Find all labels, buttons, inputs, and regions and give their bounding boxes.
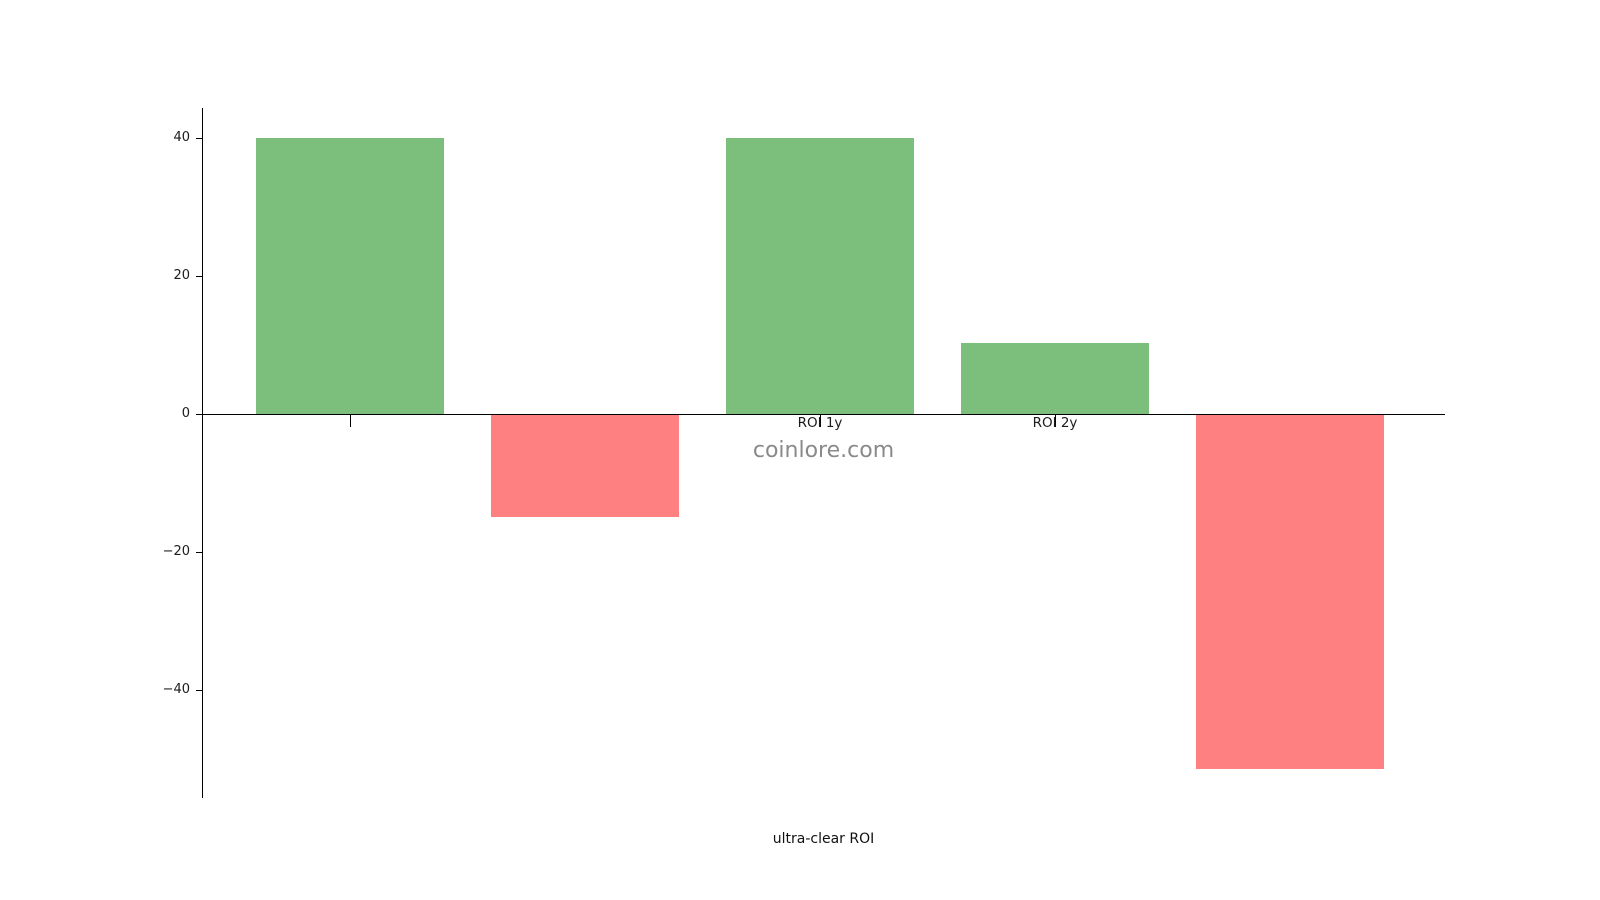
x-axis-label-roi-2y: ROI 2y [1032,415,1078,431]
y-axis-tick-label: −40 [162,682,190,697]
y-axis-tick-label: 20 [173,268,190,283]
bar-1 [256,138,444,414]
y-axis-tick-label: −20 [162,544,190,559]
x-axis-tick [820,414,821,427]
x-axis-line [202,414,1445,415]
bar-5 [1196,415,1384,769]
chart-title: ultra-clear ROI [772,831,875,847]
y-axis-tick [196,138,202,139]
y-axis-tick-label: 0 [181,406,190,421]
y-axis-tick [196,552,202,553]
bar-roi-2y [961,342,1149,414]
bar-roi-1y [726,138,914,414]
x-axis-tick [350,414,351,427]
y-axis-line [202,108,203,798]
y-axis-tick [196,414,202,415]
x-axis-tick [1055,414,1056,427]
y-axis-tick [196,690,202,691]
bar-2 [491,415,679,518]
y-axis-tick [196,276,202,277]
watermark-text: coinlore.com [752,438,895,463]
x-axis-label-roi-1y: ROI 1y [797,415,843,431]
y-axis-tick-label: 40 [173,130,190,145]
